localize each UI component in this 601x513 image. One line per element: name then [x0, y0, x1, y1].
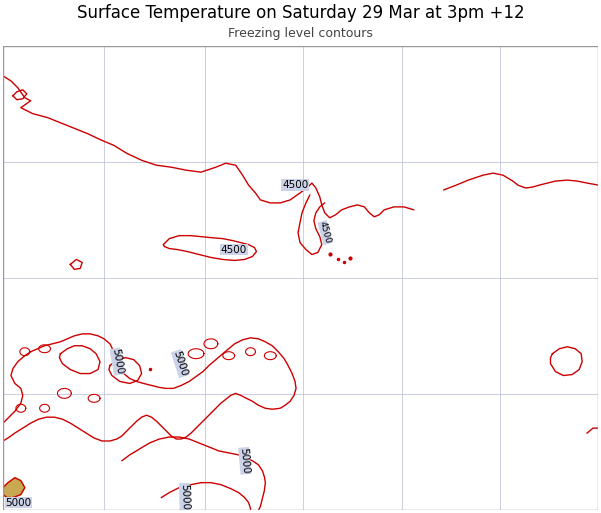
Text: 5000: 5000	[171, 350, 189, 378]
Text: 5000: 5000	[5, 498, 31, 507]
Text: 4500: 4500	[282, 180, 308, 190]
Text: Freezing level contours: Freezing level contours	[228, 27, 373, 40]
Polygon shape	[3, 478, 25, 498]
Text: 5000: 5000	[110, 348, 124, 376]
Text: 5000: 5000	[239, 447, 251, 475]
Text: 5000: 5000	[179, 483, 190, 510]
Text: Surface Temperature on Saturday 29 Mar at 3pm +12: Surface Temperature on Saturday 29 Mar a…	[77, 4, 524, 22]
Text: 4500: 4500	[221, 245, 247, 254]
Text: 4500: 4500	[318, 221, 332, 245]
